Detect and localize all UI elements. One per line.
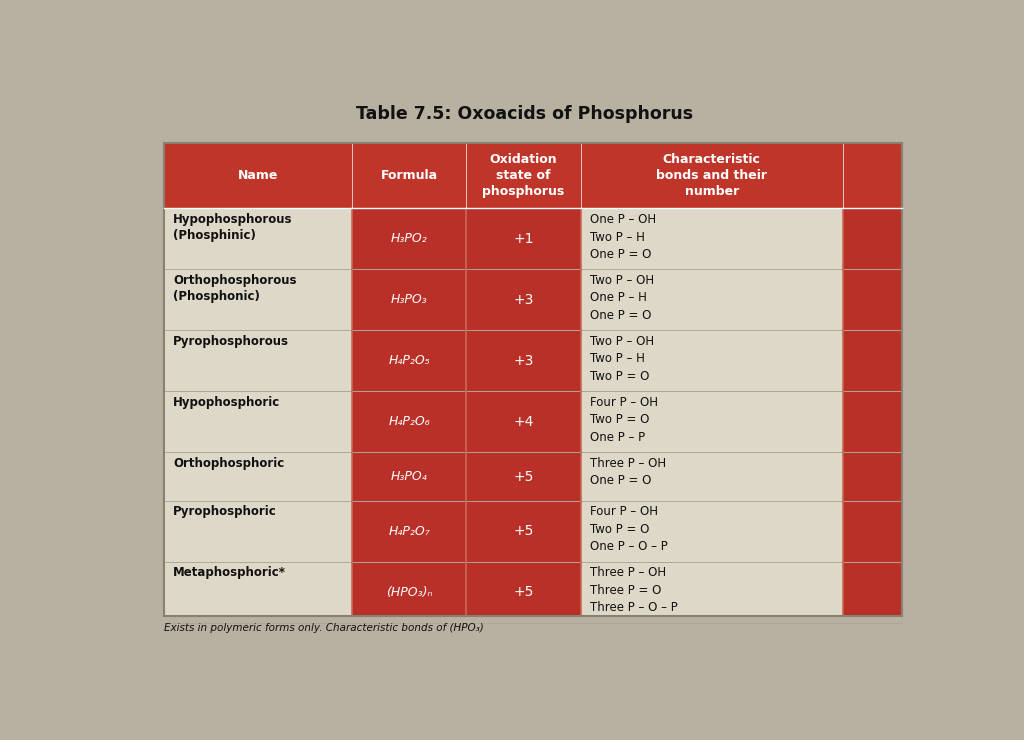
Text: Name: Name <box>238 169 278 182</box>
Text: Oxidation
state of
phosphorus: Oxidation state of phosphorus <box>482 153 564 198</box>
Text: H₃PO₂: H₃PO₂ <box>391 232 427 246</box>
Text: One P – OH
Two P – H
One P = O: One P – OH Two P – H One P = O <box>590 213 656 261</box>
Text: Pyrophosphorous: Pyrophosphorous <box>173 335 289 348</box>
Text: +1: +1 <box>513 232 534 246</box>
Text: Pyrophosphoric: Pyrophosphoric <box>173 505 276 518</box>
Text: (HPO₃)ₙ: (HPO₃)ₙ <box>386 586 432 599</box>
Bar <box>843 209 902 616</box>
Text: Three P – OH
One P = O: Three P – OH One P = O <box>590 457 667 488</box>
Text: Orthophosphoric: Orthophosphoric <box>173 457 285 470</box>
Text: +5: +5 <box>513 524 534 538</box>
Text: Hypophosphorous
(Phosphinic): Hypophosphorous (Phosphinic) <box>173 213 293 242</box>
Text: +3: +3 <box>513 354 534 368</box>
Text: H₄P₂O₅: H₄P₂O₅ <box>388 354 430 367</box>
Text: Characteristic
bonds and their
number: Characteristic bonds and their number <box>656 153 767 198</box>
Text: Two P – OH
Two P – H
Two P = O: Two P – OH Two P – H Two P = O <box>590 335 654 383</box>
Text: Three P – OH
Three P = O
Three P – O – P: Three P – OH Three P = O Three P – O – P <box>590 566 678 614</box>
Bar <box>164 143 902 616</box>
Text: Two P – OH
One P – H
One P = O: Two P – OH One P – H One P = O <box>590 274 654 322</box>
Text: +5: +5 <box>513 585 534 599</box>
Bar <box>164 143 902 209</box>
Text: H₃PO₃: H₃PO₃ <box>391 294 427 306</box>
Text: H₄P₂O₆: H₄P₂O₆ <box>388 415 430 428</box>
Text: Four P – OH
Two P = O
One P – P: Four P – OH Two P = O One P – P <box>590 396 658 444</box>
Text: Metaphosphoric*: Metaphosphoric* <box>173 566 287 579</box>
Text: +5: +5 <box>513 470 534 483</box>
Text: Exists in polymeric forms only. Characteristic bonds of (HPO₃): Exists in polymeric forms only. Characte… <box>164 622 483 633</box>
Text: H₃PO₄: H₃PO₄ <box>391 470 427 483</box>
Bar <box>164 143 902 616</box>
Text: Formula: Formula <box>381 169 437 182</box>
Text: Hypophosphoric: Hypophosphoric <box>173 396 281 409</box>
Text: Orthophosphorous
(Phosphonic): Orthophosphorous (Phosphonic) <box>173 274 297 303</box>
Text: +3: +3 <box>513 293 534 307</box>
Bar <box>352 209 581 616</box>
Text: H₄P₂O₇: H₄P₂O₇ <box>388 525 430 538</box>
Text: Table 7.5: Oxoacids of Phosphorus: Table 7.5: Oxoacids of Phosphorus <box>356 105 693 124</box>
Text: Four P – OH
Two P = O
One P – O – P: Four P – OH Two P = O One P – O – P <box>590 505 668 554</box>
Text: +4: +4 <box>513 415 534 429</box>
